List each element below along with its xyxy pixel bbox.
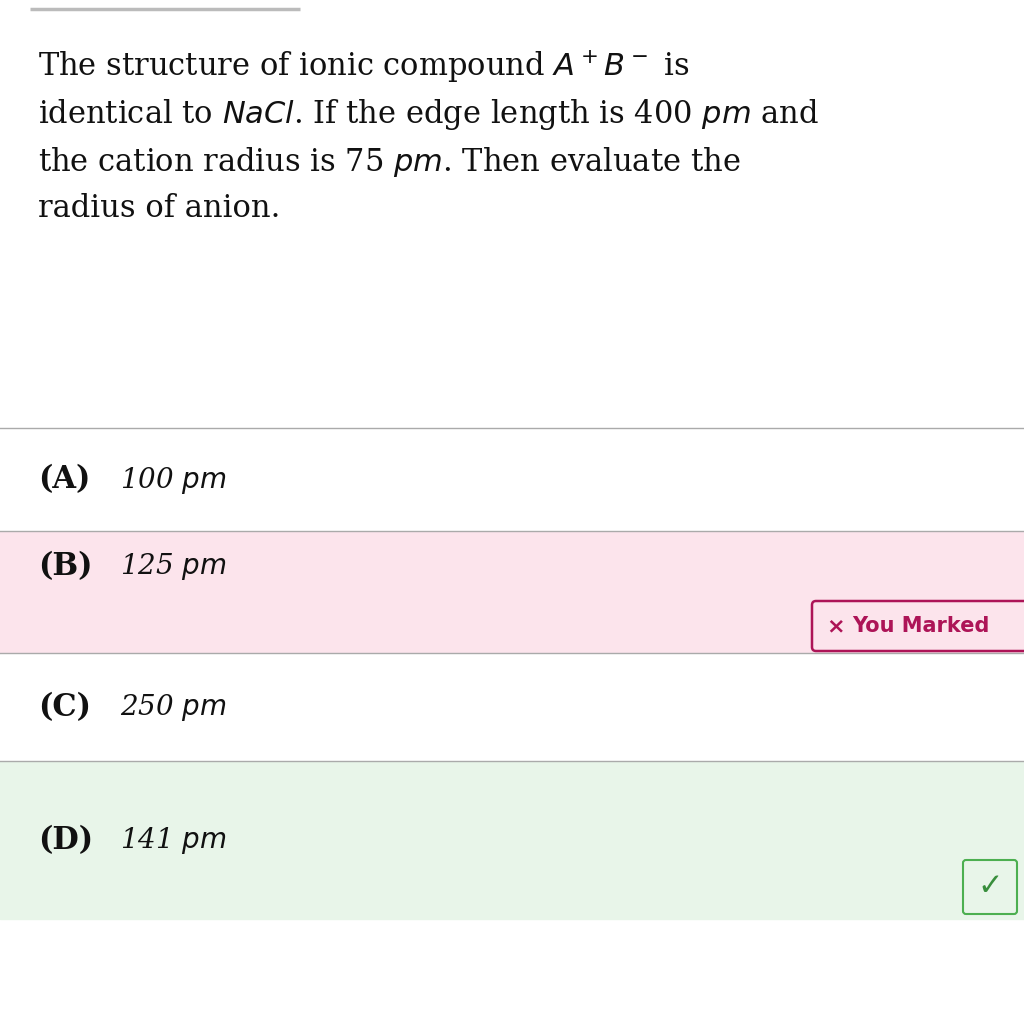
Text: 125 $pm$: 125 $pm$	[120, 551, 226, 583]
Text: the cation radius is 75 $pm$. Then evaluate the: the cation radius is 75 $pm$. Then evalu…	[38, 145, 740, 179]
Text: 100 $pm$: 100 $pm$	[120, 465, 226, 495]
Text: You Marked: You Marked	[852, 616, 989, 636]
Text: (C): (C)	[38, 692, 91, 723]
Text: ×: ×	[826, 616, 846, 636]
Text: radius of anion.: radius of anion.	[38, 193, 281, 224]
Bar	[0, 532, 1024, 653]
Bar	[0, 654, 1024, 761]
Text: (B): (B)	[38, 551, 92, 583]
Text: identical to $NaCl$. If the edge length is 400 $pm$ and: identical to $NaCl$. If the edge length …	[38, 97, 819, 132]
Text: 250 $pm$: 250 $pm$	[120, 692, 226, 723]
Bar	[0, 762, 1024, 919]
Text: ✓: ✓	[977, 872, 1002, 902]
Text: 141 $pm$: 141 $pm$	[120, 825, 226, 856]
Bar	[0, 429, 1024, 531]
FancyBboxPatch shape	[812, 601, 1024, 651]
Text: (D): (D)	[38, 825, 93, 856]
Text: (A): (A)	[38, 465, 90, 495]
Text: The structure of ionic compound $A^+B^-$ is: The structure of ionic compound $A^+B^-$…	[38, 49, 689, 86]
FancyBboxPatch shape	[963, 860, 1017, 914]
